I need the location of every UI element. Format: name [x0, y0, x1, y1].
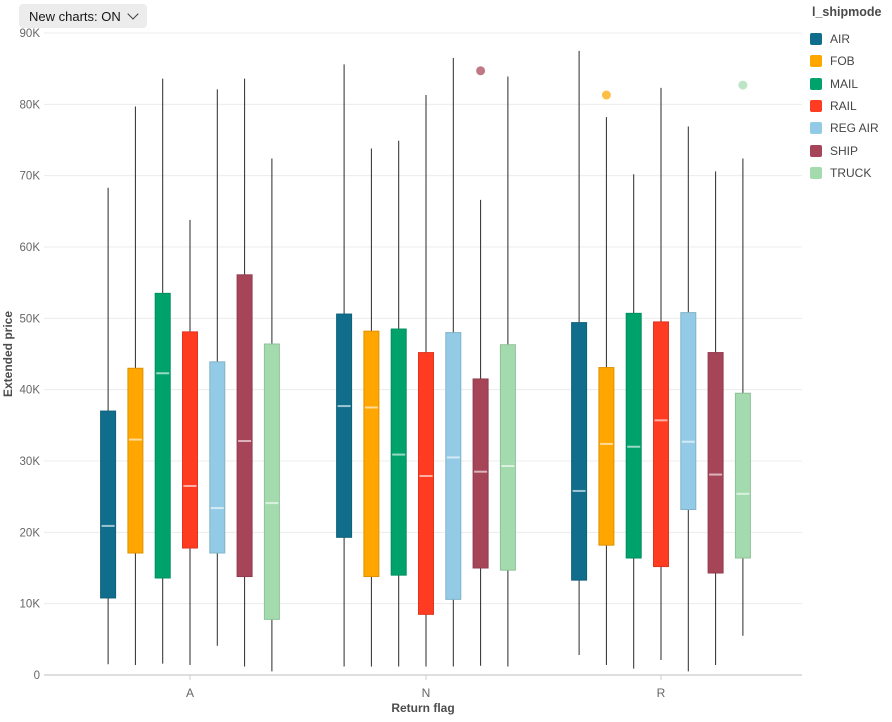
- box-fob-R[interactable]: [598, 367, 615, 546]
- box-ship-R[interactable]: [707, 352, 724, 574]
- legend-item-fob[interactable]: FOB: [810, 50, 881, 72]
- box-rail-R[interactable]: [653, 321, 669, 568]
- legend-item-label: FOB: [830, 54, 855, 69]
- y-tick-label: 90K: [20, 28, 41, 40]
- legend-swatch-icon: [810, 77, 822, 90]
- legend-item-air[interactable]: AIR: [810, 28, 881, 50]
- y-tick-label: 20K: [20, 527, 41, 539]
- legend-title: l_shipmode: [812, 5, 882, 19]
- new-charts-toggle-label: New charts: ON: [29, 8, 121, 24]
- legend-item-mail[interactable]: MAIL: [810, 73, 881, 95]
- y-tick-label: 70K: [20, 171, 41, 183]
- y-axis-title: Extended price: [1, 311, 15, 397]
- box-fob-N[interactable]: [363, 330, 380, 578]
- legend-item-ship[interactable]: SHIP: [810, 139, 881, 161]
- box-air-A[interactable]: [100, 410, 117, 599]
- legend-items: AIR FOB MAIL RAIL REG AIR SHIP TRUCK: [810, 28, 881, 184]
- box-reg-air-N[interactable]: [445, 332, 462, 600]
- y-tick-label: 40K: [20, 385, 41, 397]
- x-tick-label: R: [657, 686, 666, 700]
- x-axis-title: Return flag: [391, 701, 454, 715]
- legend-item-reg-air[interactable]: REG AIR: [810, 117, 881, 139]
- y-tick-label: 0: [34, 670, 40, 682]
- legend-swatch-icon: [810, 122, 822, 135]
- legend-item-truck[interactable]: TRUCK: [810, 162, 881, 184]
- x-tick-label: N: [422, 686, 431, 700]
- box-mail-R[interactable]: [625, 312, 642, 559]
- legend-item-label: RAIL: [830, 99, 857, 114]
- box-reg-air-A[interactable]: [209, 361, 226, 554]
- box-fob-A[interactable]: [127, 367, 144, 554]
- box-mail-A[interactable]: [154, 292, 171, 579]
- y-tick-label: 10K: [20, 599, 41, 611]
- box-ship-A[interactable]: [236, 274, 253, 578]
- outlier-truck-R[interactable]: [738, 80, 748, 90]
- box-rail-N[interactable]: [418, 352, 434, 615]
- legend-swatch-icon: [810, 33, 822, 46]
- box-ship-N[interactable]: [472, 378, 489, 569]
- y-tick-label: 50K: [20, 313, 41, 325]
- box-rail-A[interactable]: [182, 331, 198, 549]
- outlier-ship-N[interactable]: [476, 66, 486, 76]
- new-charts-toggle[interactable]: New charts: ON: [19, 4, 147, 28]
- legend-swatch-icon: [810, 100, 822, 113]
- legend-item-label: MAIL: [830, 76, 859, 91]
- chevron-down-icon: [127, 8, 139, 20]
- legend-swatch-icon: [810, 144, 822, 157]
- legend-swatch-icon: [810, 55, 822, 68]
- box-truck-R[interactable]: [734, 392, 751, 559]
- legend: l_shipmode AIR FOB MAIL RAIL REG AIR SHIP TRUC…: [810, 5, 881, 184]
- x-tick-label: A: [186, 686, 194, 700]
- y-tick-label: 60K: [20, 242, 41, 254]
- box-truck-A[interactable]: [263, 343, 280, 620]
- box-air-N[interactable]: [336, 313, 353, 538]
- box-air-R[interactable]: [571, 322, 588, 581]
- y-tick-label: 80K: [20, 99, 41, 111]
- legend-swatch-icon: [810, 166, 822, 179]
- legend-item-label: REG AIR: [830, 121, 879, 136]
- box-mail-N[interactable]: [390, 328, 407, 576]
- legend-item-rail[interactable]: RAIL: [810, 95, 881, 117]
- legend-item-label: SHIP: [830, 143, 859, 158]
- box-reg-air-R[interactable]: [680, 312, 697, 511]
- legend-item-label: AIR: [830, 32, 851, 47]
- legend-item-label: TRUCK: [830, 165, 872, 180]
- outlier-fob-R[interactable]: [601, 90, 611, 100]
- box-truck-N[interactable]: [499, 344, 516, 571]
- y-tick-label: 30K: [20, 456, 41, 468]
